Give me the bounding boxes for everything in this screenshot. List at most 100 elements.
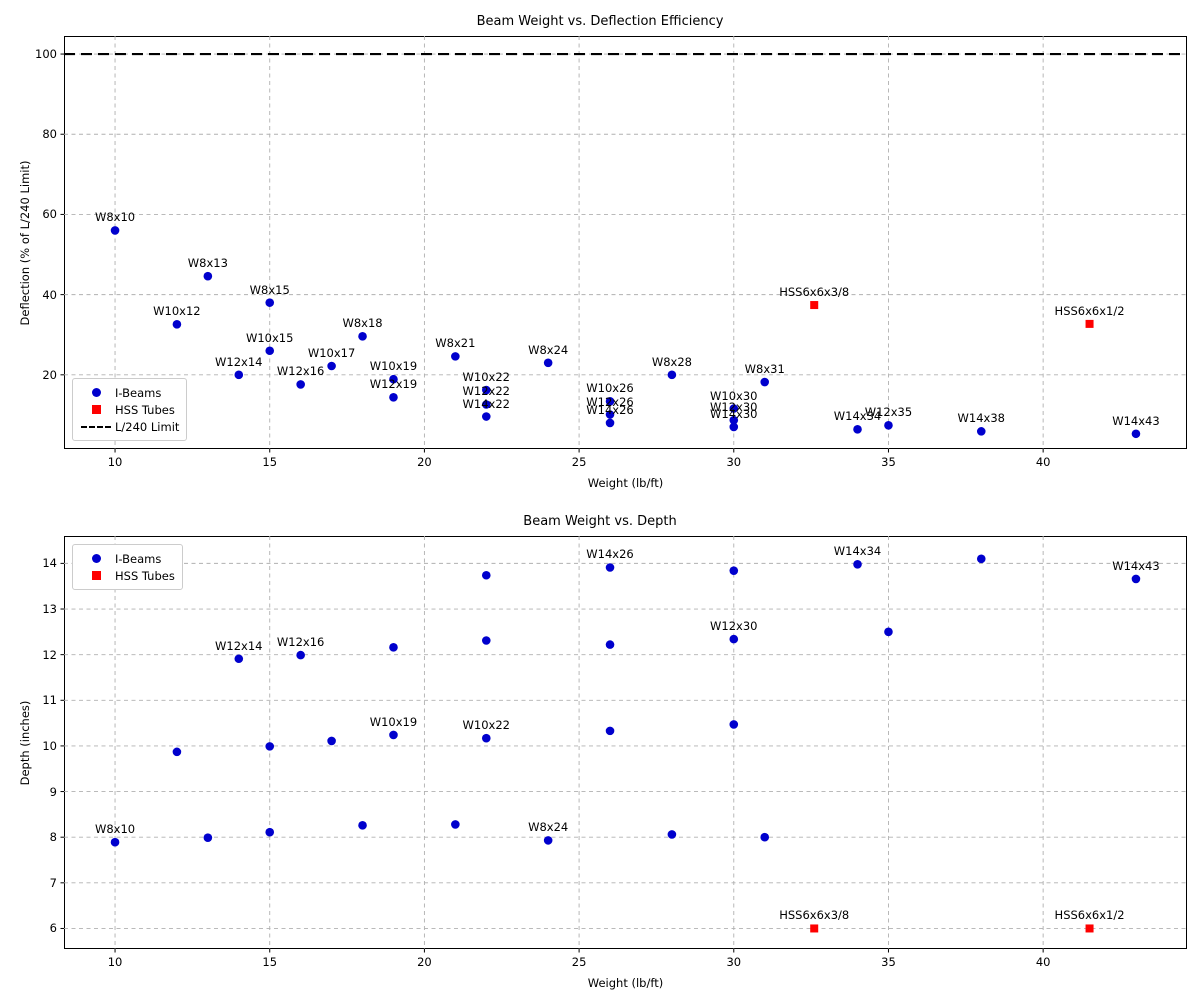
data-point	[327, 736, 336, 746]
data-point	[605, 410, 615, 419]
x-tick-label: 30	[726, 455, 742, 469]
data-point	[358, 332, 367, 341]
data-point	[605, 726, 615, 736]
legend-label-i-beams: I-Beams	[115, 385, 162, 400]
data-point	[543, 358, 553, 368]
y-axis-label-depth: Depth (inches)	[18, 700, 32, 785]
data-point	[481, 400, 491, 409]
data-point	[1131, 574, 1141, 584]
x-tick-label: 30	[726, 955, 742, 969]
legend-label-hss-tubes: HSS Tubes	[115, 402, 175, 417]
y-tick-label: 60	[42, 207, 57, 222]
x-tick-label: 25	[571, 455, 587, 469]
y-tick-label: 11	[42, 693, 57, 708]
data-point	[605, 640, 615, 649]
data-point	[667, 370, 677, 380]
square-marker-icon	[79, 571, 113, 580]
x-tick-label: 35	[881, 955, 896, 969]
data-point	[265, 298, 275, 307]
circle-marker-icon	[79, 388, 113, 397]
data-point	[543, 836, 553, 845]
chart-panel-depth: Beam Weight vs. Depth W8x10 W8x24 W10x19 W1…	[0, 500, 1200, 1000]
y-tick-label: 80	[42, 127, 57, 142]
y-tick-label: 100	[35, 47, 57, 62]
data-point	[327, 361, 336, 371]
x-tick-label: 15	[262, 955, 278, 969]
data-point	[358, 821, 367, 830]
data-point	[1085, 924, 1094, 933]
x-tick-label: 25	[571, 955, 587, 969]
data-point	[729, 422, 739, 432]
data-point	[853, 559, 862, 569]
legend-deflection[interactable]: I-Beams HSS Tubes L/240 Limit	[72, 378, 188, 441]
data-point	[265, 346, 275, 356]
plot-canvas-depth	[60, 536, 1187, 953]
data-point	[810, 924, 819, 933]
plot-canvas-deflection	[60, 36, 1187, 453]
legend-label-hss-tubes: HSS Tubes	[115, 568, 175, 583]
data-point	[729, 404, 739, 413]
legend-item-hss-tubes[interactable]: HSS Tubes	[79, 567, 175, 584]
x-tick-label: 10	[107, 455, 123, 469]
legend-item-i-beams[interactable]: I-Beams	[79, 384, 179, 401]
x-tick-label: 20	[417, 455, 432, 469]
data-point	[172, 747, 182, 757]
data-point	[760, 832, 770, 842]
y-tick-label: 40	[42, 287, 57, 302]
data-point	[481, 412, 491, 421]
plot-area-deflection	[64, 36, 1187, 449]
data-point	[203, 833, 213, 842]
data-point	[234, 370, 244, 380]
data-point	[884, 627, 893, 637]
data-point	[481, 385, 491, 395]
x-tick-label: 35	[881, 455, 896, 469]
data-point	[234, 654, 244, 664]
data-point	[296, 650, 305, 660]
legend-item-hss-tubes[interactable]: HSS Tubes	[79, 401, 179, 418]
x-tick-label: 15	[262, 455, 278, 469]
legend-label-l240-limit: L/240 Limit	[115, 419, 180, 434]
y-tick-label: 10	[42, 738, 57, 753]
data-point	[1131, 429, 1141, 439]
data-point	[481, 636, 491, 645]
y-axis-label-deflection: Deflection (% of L/240 Limit)	[18, 160, 32, 325]
data-point	[976, 554, 986, 564]
y-tick-label: 8	[49, 830, 57, 845]
x-axis-label-depth: Weight (lb/ft)	[587, 976, 664, 990]
data-point	[172, 319, 182, 329]
legend-label-i-beams: I-Beams	[115, 551, 162, 566]
y-tick-label: 6	[49, 921, 57, 936]
data-point	[389, 374, 398, 384]
chart-title-deflection: Beam Weight vs. Deflection Efficiency	[476, 14, 724, 29]
data-point	[265, 827, 275, 837]
x-tick-label: 20	[417, 955, 432, 969]
y-tick-label: 9	[49, 784, 57, 799]
y-tick-label: 14	[42, 556, 57, 571]
x-tick-label: 10	[107, 955, 123, 969]
legend-item-l240-limit[interactable]: L/240 Limit	[79, 418, 179, 435]
data-point	[760, 377, 770, 387]
square-marker-icon	[79, 405, 113, 414]
data-point	[451, 352, 460, 361]
data-point	[605, 396, 615, 406]
data-point	[853, 425, 862, 434]
legend-depth[interactable]: I-Beams HSS Tubes	[72, 544, 183, 590]
data-point	[729, 415, 739, 425]
data-point	[110, 226, 120, 235]
y-tick-label: 20	[42, 367, 57, 382]
data-point	[605, 418, 615, 428]
data-point	[729, 566, 739, 575]
data-point	[110, 837, 120, 847]
plot-area-depth	[64, 536, 1187, 949]
data-point	[667, 830, 677, 839]
dashed-line-icon	[79, 425, 113, 428]
data-point	[389, 392, 398, 402]
data-point	[203, 271, 213, 281]
data-point	[296, 380, 305, 389]
legend-item-i-beams[interactable]: I-Beams	[79, 550, 175, 567]
chart-panel-deflection: Beam Weight vs. Deflection Efficiency W8…	[18, 14, 1187, 490]
x-tick-label: 40	[1035, 455, 1051, 469]
data-point	[389, 730, 398, 740]
data-point	[810, 301, 819, 310]
